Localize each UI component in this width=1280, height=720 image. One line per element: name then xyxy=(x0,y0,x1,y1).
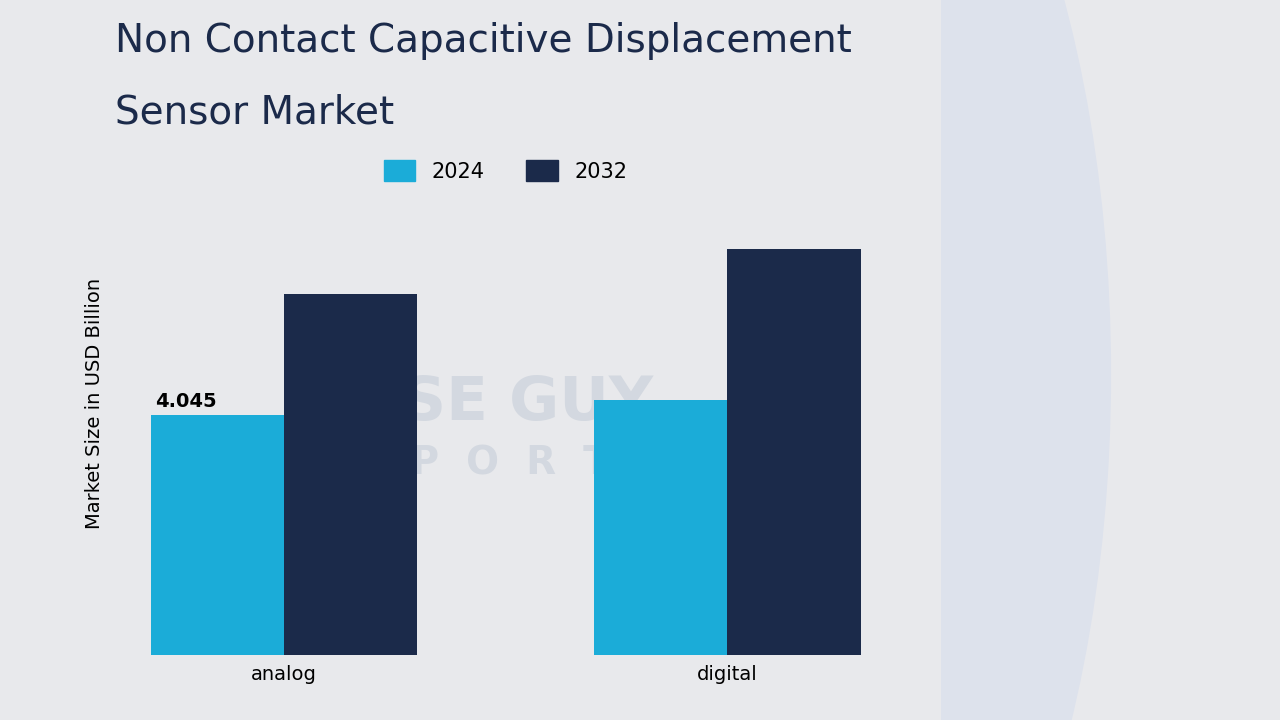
Bar xyxy=(284,294,417,655)
Bar xyxy=(151,415,284,655)
Y-axis label: Market Size in USD Billion: Market Size in USD Billion xyxy=(84,278,104,528)
Text: Sensor Market: Sensor Market xyxy=(115,94,394,132)
Legend: 2024, 2032: 2024, 2032 xyxy=(375,151,636,190)
Text: 4.045: 4.045 xyxy=(155,392,216,410)
Text: R  E  P  O  R  T  S: R E P O R T S xyxy=(300,445,664,482)
Circle shape xyxy=(398,0,1111,720)
Bar xyxy=(727,249,860,655)
Text: WISE GUY: WISE GUY xyxy=(311,374,653,433)
Bar xyxy=(594,400,727,655)
Text: Non Contact Capacitive Displacement: Non Contact Capacitive Displacement xyxy=(115,22,852,60)
